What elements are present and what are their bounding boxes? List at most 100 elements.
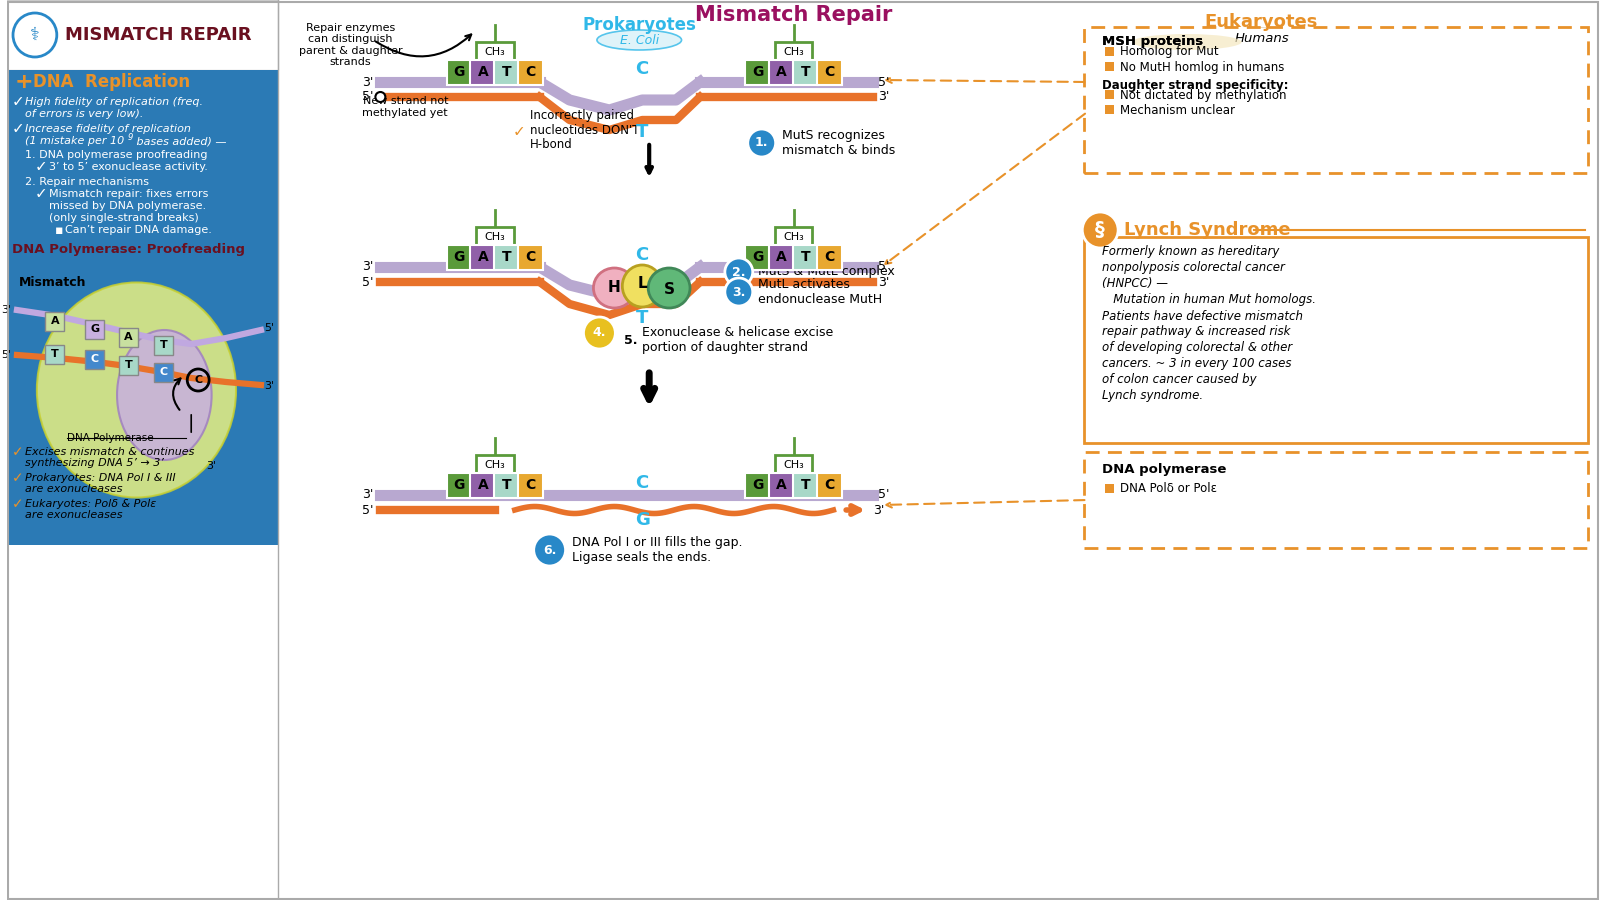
Text: CH₃: CH₃ — [782, 232, 803, 242]
Ellipse shape — [117, 330, 211, 460]
Text: T: T — [51, 349, 59, 359]
FancyBboxPatch shape — [774, 455, 813, 475]
Text: (only single-strand breaks): (only single-strand breaks) — [50, 213, 198, 223]
FancyBboxPatch shape — [118, 328, 138, 346]
Text: S: S — [664, 283, 675, 298]
Text: 3’ to 5’ exonuclease activity.: 3’ to 5’ exonuclease activity. — [50, 162, 208, 172]
Text: ✓: ✓ — [13, 497, 24, 511]
Text: +: + — [14, 72, 34, 92]
FancyBboxPatch shape — [494, 245, 520, 269]
Text: DNA polymerase: DNA polymerase — [1102, 464, 1227, 476]
Text: Incorrectly paired
nucleotides DON'T
H-bond: Incorrectly paired nucleotides DON'T H-b… — [530, 109, 640, 151]
Text: bases added) —: bases added) — — [133, 136, 227, 146]
Text: Not dictated by methylation: Not dictated by methylation — [1120, 88, 1286, 102]
Text: CH₃: CH₃ — [782, 47, 803, 57]
Text: ⚕: ⚕ — [30, 26, 40, 44]
FancyBboxPatch shape — [446, 245, 472, 269]
Text: G: G — [752, 478, 763, 492]
Text: T: T — [502, 65, 512, 79]
Text: 1.: 1. — [755, 137, 768, 149]
Text: G: G — [752, 65, 763, 79]
Text: Mechanism unclear: Mechanism unclear — [1120, 104, 1235, 116]
FancyBboxPatch shape — [6, 0, 278, 70]
FancyBboxPatch shape — [746, 472, 770, 498]
Text: A: A — [776, 65, 787, 79]
Text: ✓: ✓ — [13, 122, 24, 137]
FancyBboxPatch shape — [794, 245, 818, 269]
Text: 5.: 5. — [624, 334, 638, 346]
Text: Eukaryotes: Polδ & Polε: Eukaryotes: Polδ & Polε — [26, 499, 157, 509]
FancyBboxPatch shape — [154, 363, 173, 382]
Text: DNA Pol I or III fills the gap.
Ligase seals the ends.: DNA Pol I or III fills the gap. Ligase s… — [571, 536, 742, 564]
Text: T: T — [637, 123, 648, 141]
Text: C: C — [525, 65, 536, 79]
Text: New strand not
methylated yet: New strand not methylated yet — [363, 96, 448, 118]
Text: G: G — [453, 250, 464, 264]
Text: ✓: ✓ — [35, 186, 48, 202]
Text: C: C — [635, 246, 650, 264]
Ellipse shape — [1216, 28, 1306, 48]
Text: G: G — [453, 65, 464, 79]
Text: ▪: ▪ — [54, 223, 64, 237]
Text: Patients have defective mismatch: Patients have defective mismatch — [1102, 310, 1302, 322]
Circle shape — [1082, 212, 1118, 248]
Text: 5': 5' — [2, 350, 11, 360]
Text: missed by DNA polymerase.: missed by DNA polymerase. — [50, 201, 206, 211]
FancyBboxPatch shape — [494, 472, 520, 498]
FancyBboxPatch shape — [774, 227, 813, 247]
Text: MutS recognizes
mismatch & binds: MutS recognizes mismatch & binds — [782, 129, 894, 157]
Text: (1 mistake per 10: (1 mistake per 10 — [26, 136, 125, 146]
Text: are exonucleases: are exonucleases — [26, 510, 123, 520]
FancyBboxPatch shape — [6, 70, 278, 545]
Text: MISMATCH REPAIR: MISMATCH REPAIR — [64, 26, 251, 44]
Bar — [1106, 105, 1114, 114]
FancyBboxPatch shape — [470, 472, 496, 498]
Text: E. Coli: E. Coli — [619, 33, 659, 47]
FancyBboxPatch shape — [746, 59, 770, 85]
Text: C: C — [91, 354, 99, 364]
Text: C: C — [525, 478, 536, 492]
Ellipse shape — [622, 265, 662, 307]
Text: Mismatch: Mismatch — [19, 275, 86, 289]
FancyBboxPatch shape — [1085, 237, 1589, 443]
Text: MutS & MutL complex: MutS & MutL complex — [758, 266, 894, 278]
Text: 9: 9 — [128, 133, 133, 142]
Text: 3': 3' — [264, 381, 274, 391]
Text: 3': 3' — [362, 260, 373, 274]
Text: G: G — [453, 478, 464, 492]
Text: 2.: 2. — [733, 266, 746, 278]
FancyBboxPatch shape — [770, 472, 794, 498]
Text: Repair enzymes
can distinguish
parent & daughter
strands: Repair enzymes can distinguish parent & … — [299, 22, 402, 68]
Bar — [1106, 90, 1114, 99]
Text: A: A — [776, 250, 787, 264]
Text: §: § — [1096, 220, 1106, 239]
Bar — [1106, 484, 1114, 493]
Text: 3': 3' — [362, 489, 373, 501]
FancyBboxPatch shape — [470, 245, 496, 269]
Text: DNA  Replication: DNA Replication — [34, 73, 190, 91]
Text: CH₃: CH₃ — [782, 460, 803, 470]
Text: T: T — [800, 478, 810, 492]
Circle shape — [725, 258, 752, 286]
FancyBboxPatch shape — [475, 42, 514, 62]
Text: 3': 3' — [362, 76, 373, 88]
Text: Can’t repair DNA damage.: Can’t repair DNA damage. — [64, 225, 211, 235]
Text: MSH proteins: MSH proteins — [1102, 35, 1203, 49]
Text: 3.: 3. — [733, 285, 746, 299]
Text: cancers. ~ 3 in every 100 cases: cancers. ~ 3 in every 100 cases — [1102, 357, 1291, 371]
Text: Homolog for Mut: Homolog for Mut — [1120, 46, 1219, 58]
FancyBboxPatch shape — [154, 336, 173, 355]
Text: 1. DNA polymerase proofreading: 1. DNA polymerase proofreading — [26, 150, 208, 160]
Text: DNA Polymerase: Proofreading: DNA Polymerase: Proofreading — [13, 244, 245, 256]
Text: 3': 3' — [206, 461, 216, 471]
Text: C: C — [635, 474, 650, 492]
FancyBboxPatch shape — [45, 345, 64, 364]
Text: ✓: ✓ — [13, 445, 24, 459]
Text: C: C — [194, 375, 202, 385]
Text: 5': 5' — [362, 503, 373, 517]
Ellipse shape — [648, 268, 690, 308]
Text: 3': 3' — [878, 91, 890, 104]
Text: Eukaryotes: Eukaryotes — [1205, 13, 1318, 31]
Circle shape — [584, 317, 616, 349]
Text: 6.: 6. — [542, 544, 557, 556]
